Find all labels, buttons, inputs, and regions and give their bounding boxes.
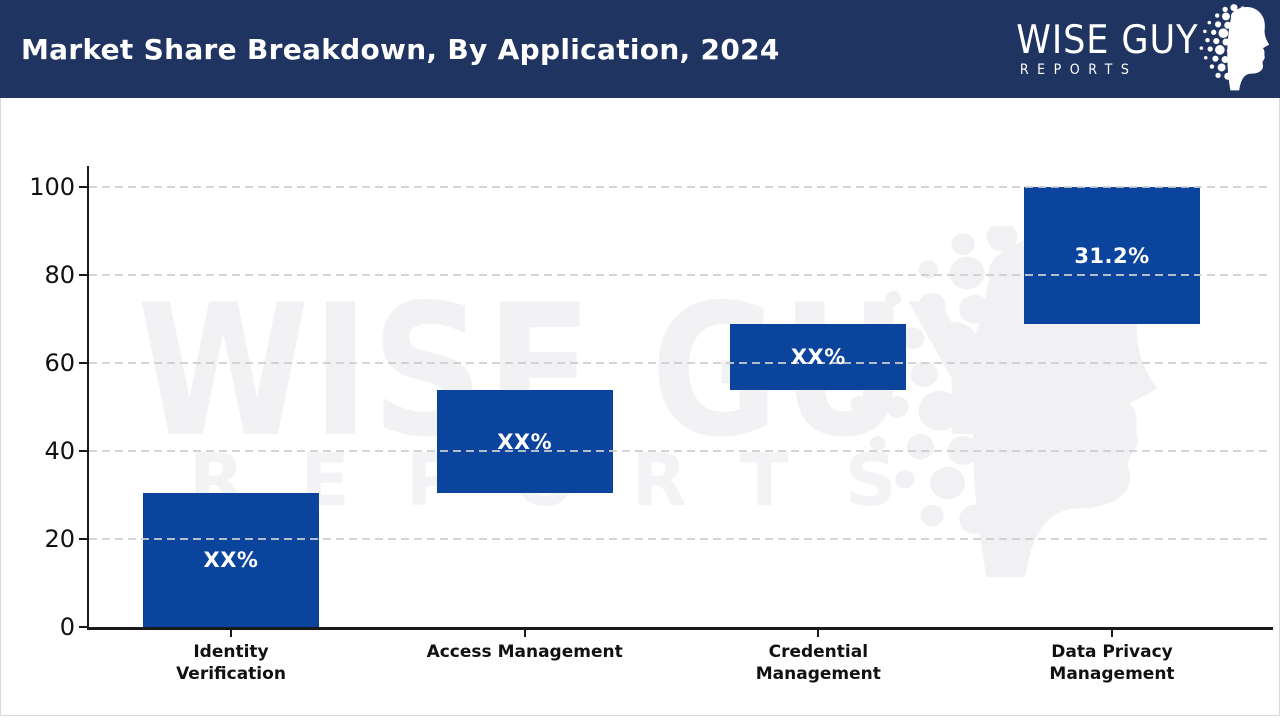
y-tick-label: 0 — [59, 613, 75, 641]
x-tick-label: Identity Verification — [176, 642, 286, 684]
x-axis-tick — [230, 630, 232, 637]
bar-segment: XX% — [143, 493, 319, 627]
bar-value-label: XX% — [790, 345, 846, 370]
bar-value-label: 31.2% — [1074, 243, 1150, 268]
y-axis-tick — [79, 274, 87, 276]
bar-segment: XX% — [436, 390, 613, 494]
x-tick-label: Credential Management — [755, 642, 881, 684]
brand-logo: WISE GUY REPORTS — [996, 3, 1280, 95]
plot: XX% XX% XX% 31.2% 0 20 40 60 80 100 Identity Verif… — [1, 98, 1279, 715]
gridline — [89, 450, 1269, 452]
gridline — [89, 362, 1269, 364]
header-bar: Market Share Breakdown, By Application, … — [0, 0, 1280, 98]
chart-canvas: WISE GUY REPORTS XX%XX%XX%31.2%020406080… — [0, 98, 1280, 716]
brand-text: WISE GUY REPORTS — [1015, 18, 1198, 79]
y-tick-label: 100 — [29, 173, 75, 201]
bar-segment: 31.2% — [1024, 187, 1200, 325]
y-tick-label: 40 — [44, 437, 75, 465]
x-tick-label: Data Privacy Management — [1049, 642, 1175, 684]
gridline — [89, 274, 1269, 276]
y-axis-tick — [79, 450, 87, 452]
bar-segment: XX% — [730, 324, 907, 391]
x-axis-tick — [1111, 630, 1113, 637]
x-axis — [87, 627, 1273, 630]
y-axis-tick — [79, 538, 87, 540]
y-tick-label: 80 — [44, 261, 75, 289]
page-title: Market Share Breakdown, By Application, … — [21, 32, 780, 66]
gridline — [89, 186, 1269, 188]
y-axis-tick — [79, 626, 87, 628]
brand-tagline: REPORTS — [1019, 62, 1138, 78]
bar-value-label: XX% — [203, 548, 259, 573]
y-tick-label: 60 — [44, 349, 75, 377]
bar-value-label: XX% — [497, 429, 553, 454]
y-axis — [87, 166, 89, 629]
gridline — [89, 538, 1269, 540]
y-axis-tick — [79, 186, 87, 188]
y-tick-label: 20 — [44, 525, 75, 553]
x-tick-label: Access Management — [426, 642, 623, 662]
x-axis-tick — [817, 630, 820, 637]
y-axis-tick — [79, 362, 87, 364]
x-axis-tick — [523, 630, 526, 637]
brand-name: WISE GUY — [1015, 18, 1198, 63]
